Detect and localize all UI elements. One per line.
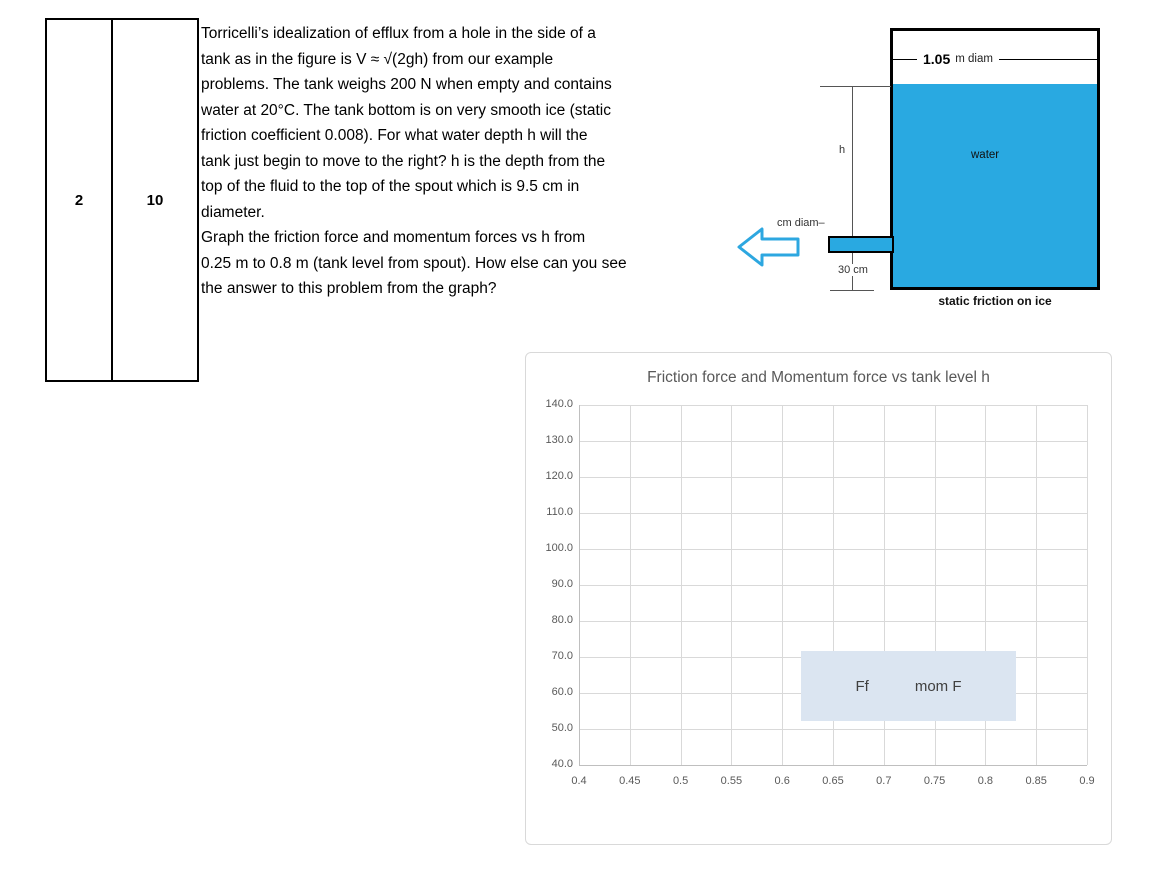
x-axis-tick-label: 0.75 <box>923 775 946 787</box>
efflux-arrow-icon <box>737 227 800 267</box>
problem-text-line: friction coefficient 0.008). For what wa… <box>201 127 588 144</box>
legend-entry-momf: mom F <box>914 677 962 695</box>
gridline-vertical <box>680 405 682 765</box>
gridline-vertical <box>1087 405 1088 765</box>
x-axis-tick-label: 0.45 <box>619 775 641 787</box>
tank-diameter-unit: m diam <box>955 53 993 65</box>
static-friction-label: static friction on ice <box>938 294 1052 308</box>
tank-diameter-dimension: 1.05 m diam <box>893 51 1097 67</box>
y-axis-tick-label: 70.0 <box>551 650 573 662</box>
y-axis-tick-label: 80.0 <box>551 614 573 626</box>
x-axis-tick-label: 0.55 <box>720 775 743 787</box>
tank-diameter-value: 1.05 <box>923 51 951 67</box>
spout <box>828 236 894 253</box>
gridline-vertical <box>629 405 631 765</box>
h-dimension-label: h <box>839 144 846 156</box>
x-axis-tick-label: 0.7 <box>876 775 892 787</box>
problem-text-line: top of the fluid to the top of the spout… <box>201 178 580 195</box>
gridline-vertical <box>731 405 733 765</box>
points-value: 10 <box>146 191 164 209</box>
problem-text-line: tank as in the figure is V ≈ √(2gh) from… <box>201 50 554 68</box>
x-axis-tick-label: 0.5 <box>672 775 689 787</box>
problem-text-line: tank just begin to move to the right? h … <box>201 152 606 170</box>
x-axis-tick-label: 0.85 <box>1025 775 1047 787</box>
y-axis-tick-label: 100.0 <box>545 542 573 554</box>
y-axis-tick-label: 130.0 <box>545 434 573 446</box>
x-axis-tick-label: 0.65 <box>822 775 844 787</box>
gridline-vertical <box>934 405 936 765</box>
problem-text-line: water at 20°C. The tank bottom is on ver… <box>201 101 611 119</box>
y-axis-tick-label: 90.0 <box>551 578 573 590</box>
problem-text-line: Torricelli’s idealization of efflux from… <box>201 25 596 42</box>
spout-height-label: 30 cm <box>837 264 869 276</box>
problem-text-line: diameter. <box>201 203 265 221</box>
water-fill <box>893 84 1097 287</box>
gridline-vertical <box>985 405 987 765</box>
x-axis-tick-label: 0.8 <box>977 775 994 787</box>
y-axis-tick-label: 140.0 <box>545 398 573 410</box>
tank-diagram: 1.05 m diam water h cm diam– 30 cm stati… <box>735 20 1130 320</box>
base-tick <box>830 290 874 291</box>
dimension-line <box>893 58 917 60</box>
water-surface-tick <box>820 86 891 87</box>
y-axis-line <box>579 405 580 765</box>
x-axis-tick-label: 0.4 <box>571 775 587 787</box>
problem-number: 2 <box>74 191 84 209</box>
legend-entry-ff: Ff <box>855 677 869 695</box>
chart-legend: Ff mom F <box>801 651 1016 721</box>
y-axis-tick-label: 50.0 <box>551 722 573 734</box>
y-axis-tick-label: 60.0 <box>551 686 573 698</box>
problem-statement: Torricelli’s idealization of efflux from… <box>201 21 721 302</box>
gridline-vertical <box>1036 405 1038 765</box>
dimension-line <box>998 58 1097 60</box>
tank: 1.05 m diam water <box>890 28 1100 290</box>
x-axis-tick-label: 0.9 <box>1079 775 1095 787</box>
y-axis-tick-label: 110.0 <box>546 506 573 518</box>
problem-text-line: problems. The tank weighs 200 N when emp… <box>201 76 612 93</box>
x-axis-tick-label: 0.6 <box>774 775 790 787</box>
points-cell: 10 <box>111 18 199 382</box>
chart-area: Friction force and Momentum force vs tan… <box>525 352 1112 845</box>
spout-diameter-label: cm diam– <box>777 217 825 229</box>
h-dimension-line <box>852 86 853 236</box>
problem-number-cell: 2 <box>45 18 113 382</box>
gridline-vertical <box>833 405 834 765</box>
gridline-vertical <box>883 405 885 765</box>
x-axis-line <box>579 765 1087 766</box>
chart-title: Friction force and Momentum force vs tan… <box>647 369 990 386</box>
y-axis-tick-label: 40.0 <box>551 758 573 770</box>
problem-text-line: Graph the friction force and momentum fo… <box>201 229 586 246</box>
water-label: water <box>971 149 1000 161</box>
problem-text-line: the answer to this problem from the grap… <box>201 280 497 297</box>
problem-text-line: 0.25 m to 0.8 m (tank level from spout).… <box>201 254 627 272</box>
gridline-vertical <box>782 405 784 765</box>
y-axis-tick-label: 120.0 <box>545 470 573 482</box>
